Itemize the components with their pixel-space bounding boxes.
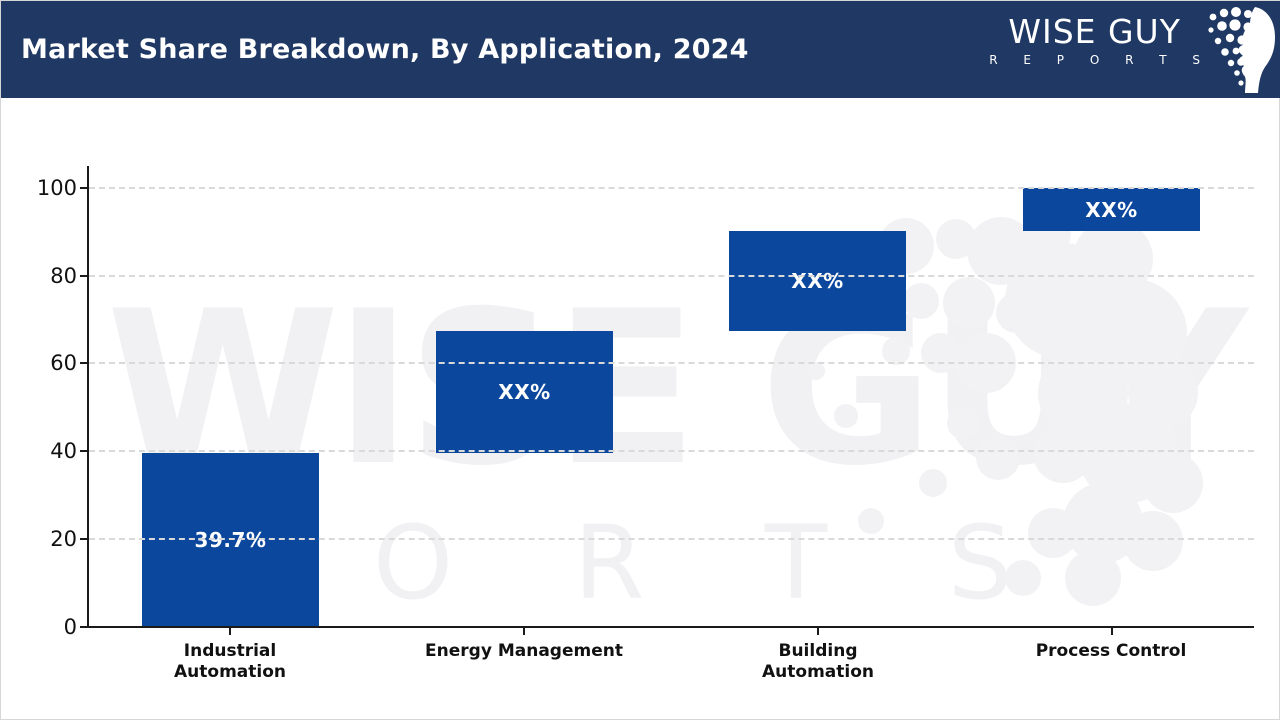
logo-wiseguy-text: WISE GUY	[1008, 12, 1181, 51]
y-tick-label-20: 20	[50, 527, 77, 551]
x-tick-energy-management	[523, 628, 525, 635]
gridline-80	[89, 275, 1254, 277]
y-tick-20	[80, 538, 88, 540]
gridline-40	[89, 450, 1254, 452]
x-tick-building-automation	[817, 628, 819, 635]
header-bar: Market Share Breakdown, By Application, …	[1, 1, 1280, 98]
x-tick-label-building-automation: Building Automation	[762, 641, 874, 683]
bar-building-automation: XX%	[729, 231, 906, 331]
y-tick-60	[80, 362, 88, 364]
bar-label-building-automation: XX%	[791, 269, 844, 293]
logo-reports-text: R E P O R T S	[989, 52, 1211, 67]
page-title: Market Share Breakdown, By Application, …	[21, 34, 749, 65]
x-tick-label-process-control: Process Control	[1035, 641, 1187, 661]
y-axis-spine	[87, 166, 89, 628]
wise-guy-logo: WISE GUY R E P O R T S	[978, 12, 1211, 67]
y-tick-0	[80, 626, 88, 628]
gridline-60	[89, 362, 1254, 364]
bar-energy-management: XX%	[436, 331, 613, 453]
bar-label-process-control: XX%	[1085, 197, 1138, 222]
y-tick-label-80: 80	[50, 264, 77, 288]
y-tick-label-60: 60	[50, 351, 77, 375]
watermark-reports-text: P O R T S	[191, 504, 1057, 623]
y-tick-label-100: 100	[36, 176, 77, 200]
x-tick-industrial-automation	[229, 628, 231, 635]
x-tick-label-industrial-automation: Industrial Automation	[174, 641, 286, 683]
x-tick-label-energy-management: Energy Management	[425, 641, 623, 661]
y-tick-80	[80, 275, 88, 277]
wiseguy-head-icon	[1208, 7, 1275, 93]
y-tick-label-40: 40	[50, 439, 77, 463]
x-axis-spine	[87, 626, 1254, 628]
gridline-20	[89, 538, 1254, 540]
y-tick-40	[80, 450, 88, 452]
gridline-100	[89, 187, 1254, 189]
y-tick-100	[80, 187, 88, 189]
x-tick-process-control	[1111, 628, 1113, 635]
bar-label-energy-management: XX%	[498, 380, 551, 404]
y-tick-label-0: 0	[63, 615, 77, 639]
bar-process-control: XX%	[1023, 188, 1200, 231]
